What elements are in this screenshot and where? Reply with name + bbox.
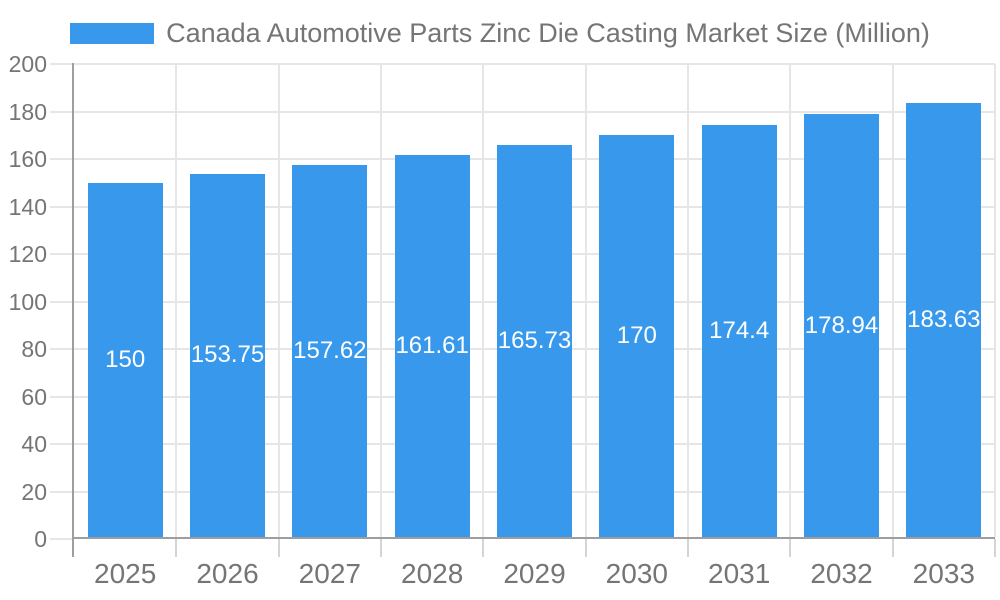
y-tick-label: 180 (8, 98, 47, 125)
bar-2032[interactable] (804, 114, 879, 537)
gridline-v (687, 64, 689, 537)
y-axis-tick (50, 348, 74, 350)
bar-value-label: 183.63 (907, 305, 981, 333)
gridline-v (380, 64, 382, 537)
bar-2029[interactable] (497, 145, 572, 537)
y-axis-tick (50, 110, 74, 113)
y-axis-tick (50, 63, 74, 65)
bar-2028[interactable] (394, 155, 470, 537)
bar-value-label: 157.62 (293, 336, 367, 364)
y-tick-label: 80 (21, 336, 47, 362)
y-axis-tick (50, 158, 74, 160)
y-tick-label: 120 (8, 241, 47, 267)
y-axis-tick (50, 395, 74, 398)
y-tick-label: 20 (21, 478, 47, 505)
x-tick-label: 2025 (94, 558, 157, 589)
x-tick-label: 2028 (401, 558, 464, 589)
x-axis-tick (789, 539, 792, 557)
gridline-v (277, 64, 280, 537)
y-axis-line (72, 63, 74, 557)
y-tick-label: 100 (8, 288, 47, 315)
bar-value-label: 165.73 (497, 327, 572, 355)
x-axis-line (72, 537, 995, 539)
bar-value-label: 170 (616, 322, 657, 350)
y-tick-label: 140 (8, 193, 47, 220)
gridline-v (175, 64, 178, 537)
bar-value-label: 153.75 (190, 341, 265, 369)
x-axis-tick (891, 539, 894, 557)
y-axis-tick (50, 300, 74, 303)
x-axis-tick (380, 539, 382, 557)
bar-2025[interactable] (87, 182, 163, 537)
y-tick-label: 0 (34, 526, 47, 552)
bar-value-label: 150 (105, 345, 146, 373)
gridline-v (994, 64, 996, 537)
bar-2031[interactable] (701, 124, 777, 537)
gridline-v (584, 64, 587, 537)
x-axis-tick (687, 539, 689, 557)
bar-value-label: 161.61 (395, 332, 469, 360)
x-tick-label: 2026 (196, 558, 259, 589)
bar-value-label: 178.94 (804, 311, 879, 339)
chart-legend-item[interactable]: Canada Automotive Parts Zinc Die Casting… (0, 17, 1000, 49)
bar-2033[interactable] (906, 102, 982, 537)
chart-title: Canada Automotive Parts Zinc Die Casting… (166, 17, 930, 48)
x-tick-label: 2033 (912, 558, 975, 589)
bar-2026[interactable] (190, 173, 265, 537)
x-axis-tick (277, 539, 280, 557)
bar-value-label: 174.4 (709, 316, 770, 344)
x-axis-tick (994, 539, 996, 557)
legend-swatch (70, 22, 155, 44)
gridline-v (891, 64, 894, 537)
gridline-v (482, 64, 485, 537)
gridline-h (74, 110, 995, 113)
y-axis-tick (50, 538, 74, 540)
y-axis-tick (50, 490, 74, 493)
x-tick-label: 2029 (503, 558, 566, 589)
gridline-h (74, 63, 995, 65)
x-tick-label: 2030 (605, 558, 668, 589)
y-axis-tick (50, 253, 74, 255)
y-tick-label: 200 (8, 51, 47, 77)
x-axis-tick (584, 539, 587, 557)
x-tick-label: 2032 (810, 558, 873, 589)
x-tick-label: 2031 (708, 558, 771, 589)
y-axis-tick (50, 205, 74, 208)
x-tick-label: 2027 (298, 558, 361, 589)
gridline-v (789, 64, 792, 537)
bar-2030[interactable] (599, 135, 675, 537)
x-axis-tick (175, 539, 178, 557)
bar-2027[interactable] (292, 164, 368, 537)
y-tick-label: 160 (8, 146, 47, 172)
y-tick-label: 40 (21, 431, 47, 457)
y-tick-label: 60 (21, 383, 47, 410)
x-axis-tick (482, 539, 485, 557)
y-axis-tick (50, 443, 74, 445)
